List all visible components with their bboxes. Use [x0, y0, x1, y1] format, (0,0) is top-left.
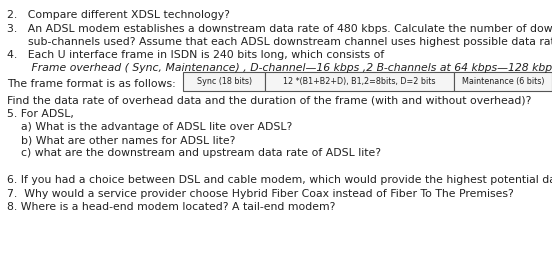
Text: Maintenance (6 bits): Maintenance (6 bits): [461, 77, 544, 86]
Bar: [183, 72, 265, 91]
Text: 5. For ADSL,: 5. For ADSL,: [7, 109, 73, 119]
Text: The frame format is as follows:: The frame format is as follows:: [7, 79, 176, 89]
Text: 2.   Compare different XDSL technology?: 2. Compare different XDSL technology?: [7, 10, 230, 20]
Text: c) what are the downstream and upstream data rate of ADSL lite?: c) what are the downstream and upstream …: [7, 148, 381, 158]
Text: 7.  Why would a service provider choose Hybrid Fiber Coax instead of Fiber To Th: 7. Why would a service provider choose H…: [7, 189, 513, 199]
Text: 4.   Each U interface frame in ISDN is 240 bits long, which consists of: 4. Each U interface frame in ISDN is 240…: [7, 50, 384, 60]
Text: sub-channels used? Assume that each ADSL downstream channel uses highest possibl: sub-channels used? Assume that each ADSL…: [7, 37, 552, 47]
Text: Frame overhead ( Sync, Maintenance) , D-channel—16 kbps ,2 B-channels at 64 kbps: Frame overhead ( Sync, Maintenance) , D-…: [7, 63, 552, 73]
Text: 12 *(B1+B2+D), B1,2=8bits, D=2 bits: 12 *(B1+B2+D), B1,2=8bits, D=2 bits: [283, 77, 436, 86]
Text: 8. Where is a head-end modem located? A tail-end modem?: 8. Where is a head-end modem located? A …: [7, 202, 335, 212]
Text: 3.   An ADSL modem establishes a downstream data rate of 480 kbps. Calculate the: 3. An ADSL modem establishes a downstrea…: [7, 24, 552, 34]
Text: a) What is the advantage of ADSL lite over ADSL?: a) What is the advantage of ADSL lite ov…: [7, 122, 292, 132]
Text: b) What are other names for ADSL lite?: b) What are other names for ADSL lite?: [7, 135, 235, 145]
Text: Sync (18 bits): Sync (18 bits): [197, 77, 252, 86]
Text: Find the data rate of overhead data and the duration of the frame (with and with: Find the data rate of overhead data and …: [7, 96, 531, 106]
Bar: [265, 72, 454, 91]
Text: 6. If you had a choice between DSL and cable modem, which would provide the high: 6. If you had a choice between DSL and c…: [7, 175, 552, 185]
Bar: [454, 72, 552, 91]
